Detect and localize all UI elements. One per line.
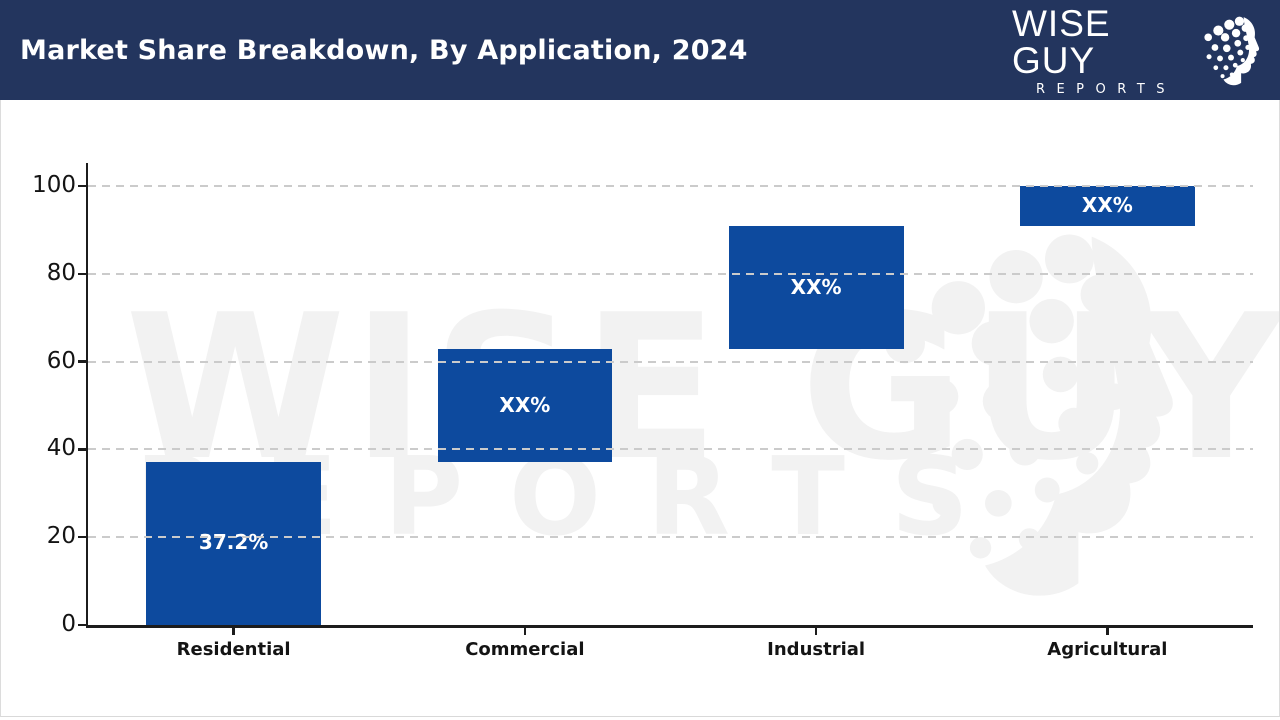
grid-line	[88, 360, 1253, 363]
y-tick-mark	[78, 272, 86, 276]
brand-logo: WISE GUY REPORTS	[1012, 5, 1262, 96]
y-tick-label: 60	[46, 347, 76, 374]
x-tick-label: Residential	[176, 639, 291, 660]
x-tick-mark	[814, 627, 818, 635]
brand-subname: REPORTS	[1035, 81, 1177, 97]
page-title: Market Share Breakdown, By Application, …	[20, 34, 748, 66]
x-tick-mark	[232, 627, 235, 635]
grid-line	[88, 536, 1253, 539]
y-tick-label: 0	[61, 611, 76, 637]
y-tick-mark	[78, 623, 86, 627]
grid-line	[88, 272, 1253, 275]
grid-line	[88, 185, 1253, 187]
y-tick-label: 80	[46, 259, 76, 286]
brand-head-icon	[1204, 16, 1260, 86]
y-tick-label: 100	[32, 172, 76, 198]
brand-wordmark: WISE GUY REPORTS	[1012, 5, 1194, 96]
x-tick-label: Industrial	[767, 639, 866, 660]
x-tick-mark	[1106, 627, 1109, 635]
brand-name: WISE GUY	[1012, 2, 1111, 81]
y-axis-line	[85, 163, 88, 628]
bar-agricultural	[1020, 186, 1195, 227]
x-tick-mark	[523, 627, 527, 635]
bar-value-label: XX%	[1081, 193, 1133, 218]
x-tick-label: Commercial	[465, 639, 585, 660]
x-tick-label: Agricultural	[1047, 639, 1168, 660]
header-bar: Market Share Breakdown, By Application, …	[0, 0, 1280, 100]
y-tick-mark	[78, 360, 86, 363]
x-axis-line	[85, 625, 1253, 628]
y-tick-mark	[78, 184, 86, 188]
y-tick-label: 40	[46, 435, 76, 462]
y-tick-label: 20	[46, 523, 76, 550]
bar-value-label: XX%	[790, 274, 842, 299]
bar-residential	[146, 461, 321, 625]
bar-value-label: 37.2%	[198, 530, 269, 555]
bar-industrial	[728, 226, 904, 350]
watermark-head-icon	[885, 234, 1173, 596]
y-tick-mark	[78, 535, 86, 539]
bar-value-label: XX%	[499, 392, 551, 417]
grid-line	[88, 448, 1253, 451]
bar-commercial	[437, 349, 613, 462]
y-tick-mark	[78, 448, 86, 451]
